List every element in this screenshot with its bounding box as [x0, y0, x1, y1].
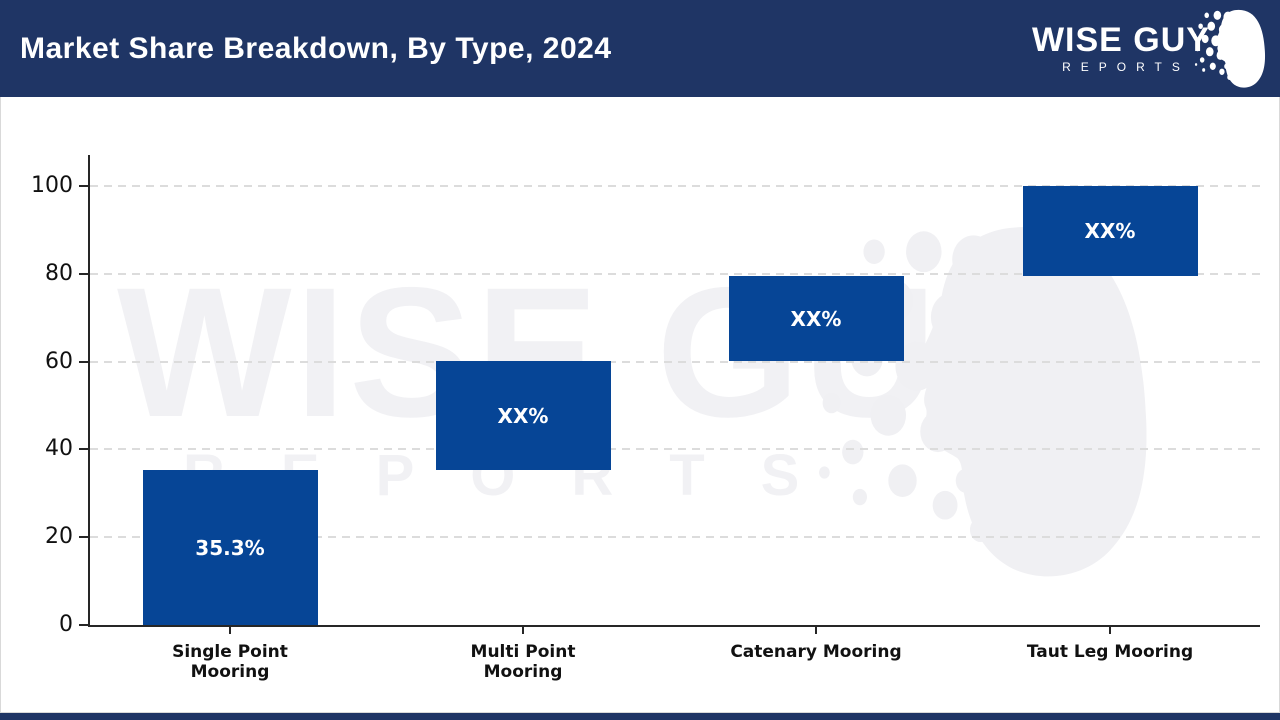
y-tick-100	[79, 185, 88, 187]
wise-guy-head-icon	[1190, 8, 1266, 90]
gridline-60	[90, 360, 1260, 363]
x-tick-2	[522, 627, 524, 634]
brand-subtitle: REPORTS	[1062, 60, 1190, 74]
bar-value-label-4: XX%	[1084, 219, 1136, 244]
y-tick-label-80: 80	[45, 260, 73, 286]
y-tick-40	[79, 448, 88, 451]
y-tick-label-0: 0	[59, 612, 73, 637]
y-tick-60	[79, 360, 88, 363]
y-tick-label-20: 20	[45, 524, 73, 550]
waterfall-bar-3	[728, 276, 904, 362]
waterfall-bar-2	[435, 361, 611, 471]
waterfall-bar-1	[142, 470, 318, 625]
page-title: Market Share Breakdown, By Type, 2024	[20, 31, 612, 65]
bar-value-label-2: XX%	[497, 403, 549, 428]
header-bar: Market Share Breakdown, By Type, 2024 WI…	[0, 0, 1280, 97]
y-tick-20	[79, 536, 88, 539]
x-category-label-1: Single Point Mooring	[172, 642, 288, 682]
bar-value-label-3: XX%	[790, 306, 842, 331]
brand-logo: WISE GUY REPORTS	[1032, 8, 1266, 90]
x-category-label-3: Catenary Mooring	[730, 642, 902, 662]
x-category-label-2: Multi Point Mooring	[470, 642, 576, 682]
gridline-40	[90, 448, 1260, 451]
chart-canvas: WISE GUY REPORTS 0 20 40 60 80 100 35.3% Single…	[0, 97, 1280, 713]
bar-value-label-1: 35.3%	[195, 535, 265, 560]
x-tick-1	[229, 627, 231, 634]
gridline-80	[90, 272, 1260, 275]
y-tick-label-60: 60	[45, 348, 73, 374]
y-tick-80	[79, 272, 88, 275]
x-category-label-4: Taut Leg Mooring	[1026, 642, 1194, 662]
brand-text: WISE GUY REPORTS	[1032, 23, 1210, 74]
gridline-20	[90, 536, 1260, 539]
waterfall-bar-4	[1022, 186, 1198, 277]
y-tick-label-100: 100	[31, 173, 73, 198]
y-axis	[88, 155, 90, 627]
footer-strip	[0, 713, 1280, 720]
x-tick-4	[1109, 627, 1111, 634]
gridline-100	[90, 185, 1260, 187]
x-tick-3	[815, 627, 817, 634]
brand-name: WISE GUY	[1031, 21, 1210, 59]
x-axis	[88, 625, 1260, 627]
y-tick-0	[79, 624, 88, 626]
y-tick-label-40: 40	[45, 436, 73, 462]
